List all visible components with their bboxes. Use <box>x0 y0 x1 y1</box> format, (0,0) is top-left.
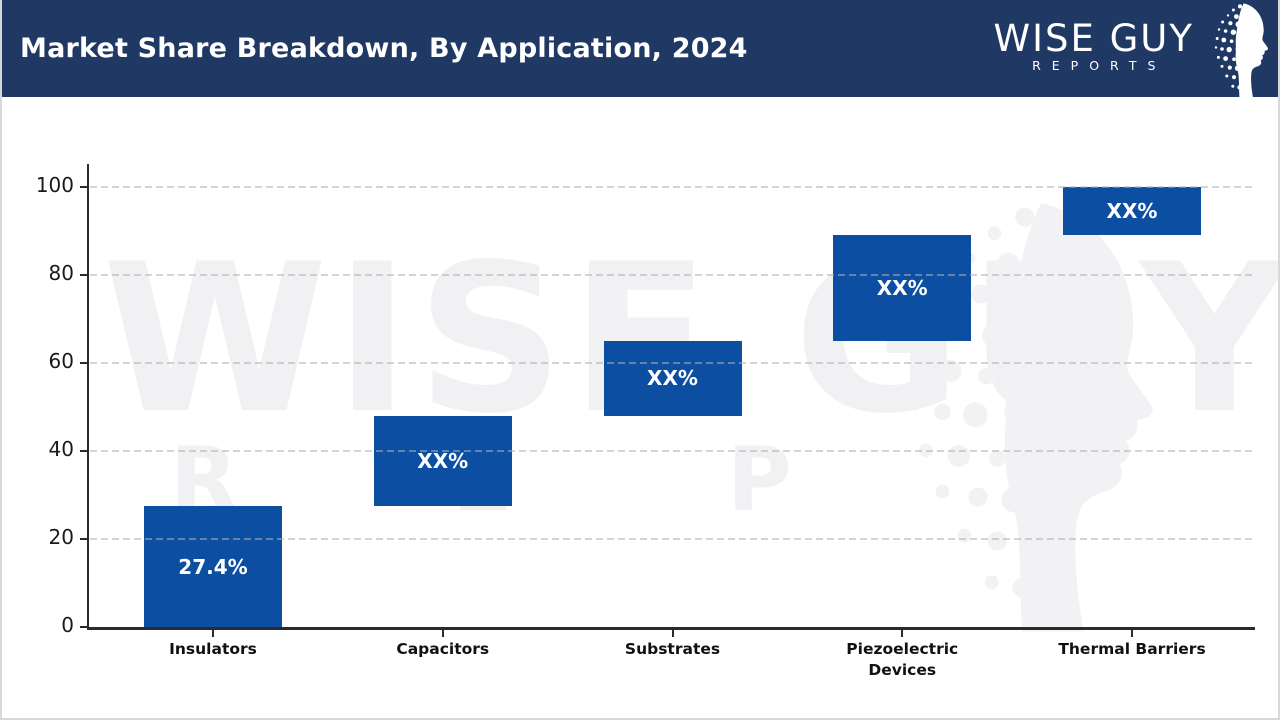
x-category-label-insulators: Insulators <box>169 640 257 658</box>
x-tick-mark <box>441 630 444 637</box>
y-tick-label: 40 <box>48 437 74 461</box>
gridline-20 <box>90 538 1255 540</box>
y-axis-line <box>87 164 89 630</box>
x-category-label-thermal-barriers: Thermal Barriers <box>1058 640 1206 658</box>
y-tick-mark <box>80 362 87 364</box>
x-axis-line <box>87 627 1255 630</box>
bar-value-label: XX% <box>1106 199 1158 224</box>
y-tick-mark <box>80 450 87 452</box>
wise-guy-reports-logo: WISE GUY REPORTS <box>994 0 1280 97</box>
bar-substrates: XX% <box>603 341 742 416</box>
y-tick-label: 100 <box>35 173 74 197</box>
x-category-label-piezoelectric-devices: Piezoelectric Devices <box>846 640 959 679</box>
x-category-label-capacitors: Capacitors <box>396 640 490 658</box>
gridline-100 <box>90 186 1255 188</box>
logo-wordmark: WISE GUY <box>993 16 1194 60</box>
x-tick-mark <box>901 630 904 637</box>
y-tick-mark <box>80 538 87 540</box>
y-tick-label: 20 <box>48 525 74 549</box>
y-tick-mark <box>80 626 87 628</box>
logo-text: WISE GUY REPORTS <box>993 16 1194 74</box>
gridline-40 <box>90 450 1255 452</box>
y-tick-label: 60 <box>48 349 74 373</box>
bar-value-label: 27.4% <box>178 554 248 579</box>
bar-insulators: 27.4% <box>144 506 282 627</box>
x-tick-mark <box>212 630 214 637</box>
y-tick-label: 0 <box>61 613 74 637</box>
y-tick-label: 80 <box>48 261 74 285</box>
x-category-label-substrates: Substrates <box>624 640 721 658</box>
bar-value-label: XX% <box>647 366 698 391</box>
bar-value-label: XX% <box>417 449 469 474</box>
bar-thermal-barriers: XX% <box>1063 187 1201 236</box>
logo-subtitle: REPORTS <box>1032 57 1167 73</box>
dotted-head-logo-icon <box>1196 1 1278 97</box>
x-tick-mark <box>1131 630 1133 637</box>
y-tick-mark <box>80 274 87 276</box>
header-bar: Market Share Breakdown, By Application, … <box>2 0 1280 97</box>
bar-piezoelectric-devices: XX% <box>833 235 972 341</box>
bar-value-label: XX% <box>876 276 928 301</box>
y-tick-mark <box>80 186 87 188</box>
bar-capacitors: XX% <box>373 415 512 507</box>
x-tick-mark <box>671 630 674 637</box>
page-title: Market Share Breakdown, By Application, … <box>20 33 748 64</box>
gridline-60 <box>90 362 1255 364</box>
gridline-80 <box>90 274 1255 276</box>
